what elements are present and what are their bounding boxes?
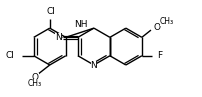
Text: O: O xyxy=(32,73,38,82)
Text: CH₃: CH₃ xyxy=(159,17,173,26)
Text: Cl: Cl xyxy=(46,6,55,16)
Text: N: N xyxy=(90,61,97,70)
Text: NH: NH xyxy=(74,20,87,29)
Text: Cl: Cl xyxy=(6,51,14,60)
Text: O: O xyxy=(153,23,160,32)
Text: N: N xyxy=(55,33,61,42)
Text: CH₃: CH₃ xyxy=(28,79,42,88)
Text: F: F xyxy=(156,51,161,60)
